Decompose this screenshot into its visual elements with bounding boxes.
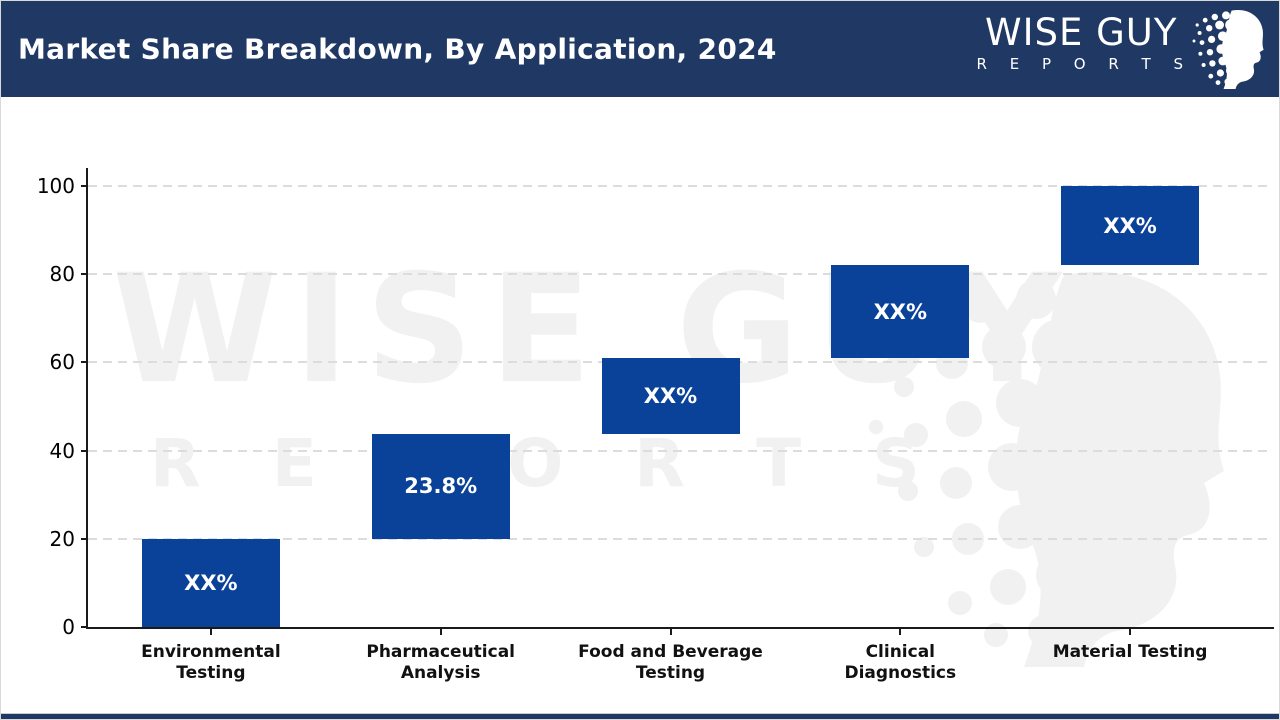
bar-segment: XX% bbox=[601, 357, 740, 434]
header-banner: Market Share Breakdown, By Application, … bbox=[0, 0, 1280, 97]
bar-segment: 23.8% bbox=[371, 433, 510, 539]
x-tick-label: Food and Beverage Testing bbox=[556, 642, 786, 684]
x-tick-label-line: Clinical bbox=[865, 642, 936, 662]
chart-area: WISE GUY R E P O R T S 0 20 40 60 80 100 XX% En… bbox=[0, 97, 1280, 714]
x-axis bbox=[86, 627, 1274, 629]
brand-head-icon bbox=[1186, 6, 1274, 92]
y-tick-label: 0 bbox=[62, 615, 75, 639]
x-tick-label-line: Diagnostics bbox=[844, 663, 957, 683]
gridline bbox=[88, 273, 1272, 276]
x-tick-mark bbox=[439, 628, 442, 635]
y-tick-mark bbox=[81, 537, 88, 540]
x-tick-label-line: Food and Beverage bbox=[578, 642, 763, 662]
y-tick-label: 40 bbox=[49, 438, 75, 463]
x-tick-label-line: Material Testing bbox=[1052, 642, 1208, 662]
y-tick-mark bbox=[81, 449, 88, 452]
y-tick-label: 60 bbox=[49, 350, 75, 375]
x-tick-mark bbox=[899, 628, 902, 635]
x-tick-mark bbox=[1129, 628, 1132, 635]
gridline bbox=[88, 449, 1272, 452]
bar-value-label: XX% bbox=[184, 570, 238, 595]
x-tick-label-line: Analysis bbox=[400, 663, 481, 683]
gridline bbox=[88, 537, 1272, 540]
bar-segment: XX% bbox=[831, 265, 970, 358]
x-tick-mark bbox=[669, 628, 672, 635]
bar-value-label: XX% bbox=[873, 299, 928, 324]
gridline bbox=[88, 185, 1272, 187]
x-tick-label-line: Testing bbox=[176, 663, 246, 683]
x-tick-label: Clinical Diagnostics bbox=[785, 642, 1015, 684]
x-tick-label: Material Testing bbox=[1015, 642, 1245, 663]
x-tick-mark bbox=[209, 628, 212, 635]
y-tick-label: 100 bbox=[36, 174, 75, 198]
y-tick-mark bbox=[81, 273, 88, 276]
x-tick-label: Environmental Testing bbox=[96, 642, 326, 684]
brand-subtitle: R E P O R T S bbox=[976, 55, 1192, 73]
bar-segment: XX% bbox=[1061, 186, 1200, 266]
bar-value-label: XX% bbox=[1103, 213, 1157, 238]
x-tick-label-line: Testing bbox=[635, 663, 706, 683]
y-axis bbox=[86, 168, 88, 629]
footer-bar bbox=[0, 713, 1280, 720]
y-tick-label: 80 bbox=[49, 262, 75, 287]
brand-name: WISE GUY bbox=[985, 11, 1178, 54]
x-tick-label-line: Pharmaceutical bbox=[366, 642, 516, 662]
y-tick-mark bbox=[81, 361, 88, 364]
bar-segment: XX% bbox=[141, 538, 280, 627]
x-tick-label: Pharmaceutical Analysis bbox=[326, 642, 556, 684]
watermark-reports-text: R E P O R T S bbox=[150, 425, 944, 502]
x-tick-label-line: Environmental bbox=[141, 642, 281, 662]
y-tick-label: 20 bbox=[49, 526, 75, 551]
brand-wordmark: WISE GUY R E P O R T S bbox=[971, 14, 1192, 72]
y-tick-mark bbox=[81, 626, 88, 628]
bar-value-label: 23.8% bbox=[404, 474, 478, 499]
page-title: Market Share Breakdown, By Application, … bbox=[18, 32, 777, 65]
y-tick-mark bbox=[81, 185, 88, 187]
bar-value-label: XX% bbox=[643, 383, 698, 408]
